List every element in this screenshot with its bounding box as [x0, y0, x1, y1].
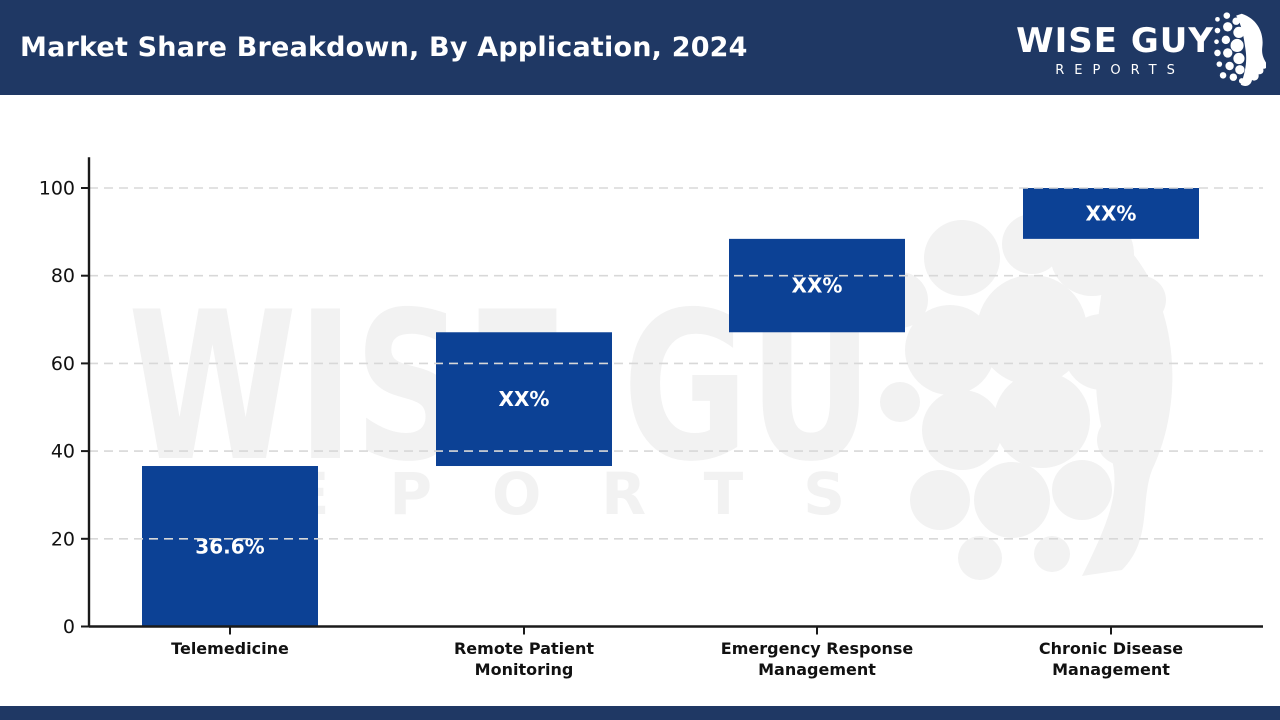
bar-segment [729, 238, 905, 333]
y-tick-label: 20 [51, 528, 75, 550]
watermark-head-dot [1034, 536, 1070, 572]
watermark-head-dot [924, 220, 1000, 296]
y-tick-label: 40 [51, 441, 75, 463]
bar-value-label: XX% [499, 387, 550, 411]
bar-segment [436, 332, 612, 467]
watermark-head-profile [1082, 235, 1173, 576]
footer-band [0, 706, 1280, 720]
bar-segment [142, 466, 318, 627]
y-tick-label: 100 [39, 178, 75, 200]
watermark-head-dot [880, 382, 920, 422]
header-banner: Market Share Breakdown, By Application, … [0, 0, 1280, 95]
bar-value-label: XX% [792, 274, 843, 298]
brand-logo: WISE GUY REPORTS [1016, 10, 1266, 94]
bar-value-label: XX% [1086, 201, 1137, 225]
page-title: Market Share Breakdown, By Application, … [20, 32, 748, 63]
watermark-head-dot [994, 372, 1090, 468]
watermark-head-dot [922, 390, 1002, 470]
bar-value-label: 36.6% [195, 534, 264, 558]
x-category-label: Remote Patient Monitoring [454, 639, 594, 679]
x-category-label: Telemedicine [171, 639, 289, 658]
watermark-head-dot [977, 275, 1087, 385]
brand-logo-text: WISE GUY REPORTS [1016, 21, 1214, 78]
watermark-head-dot [905, 305, 995, 395]
bar-segment [1023, 188, 1199, 239]
brand-name: WISE GUY [1016, 21, 1214, 61]
watermark-head-dot [974, 462, 1050, 538]
y-tick-label: 60 [51, 353, 75, 375]
watermark-head-dot [1052, 460, 1112, 520]
y-tick-label: 0 [63, 616, 75, 638]
dotted-head-icon [1214, 12, 1266, 86]
x-category-label: Emergency Response Management [721, 639, 914, 679]
x-category-label: Chronic Disease Management [1039, 639, 1183, 679]
watermark-head-dot [958, 536, 1002, 580]
y-tick-label: 80 [51, 265, 75, 287]
watermark-head-dot [910, 470, 970, 530]
brand-subtitle: REPORTS [1055, 62, 1185, 78]
